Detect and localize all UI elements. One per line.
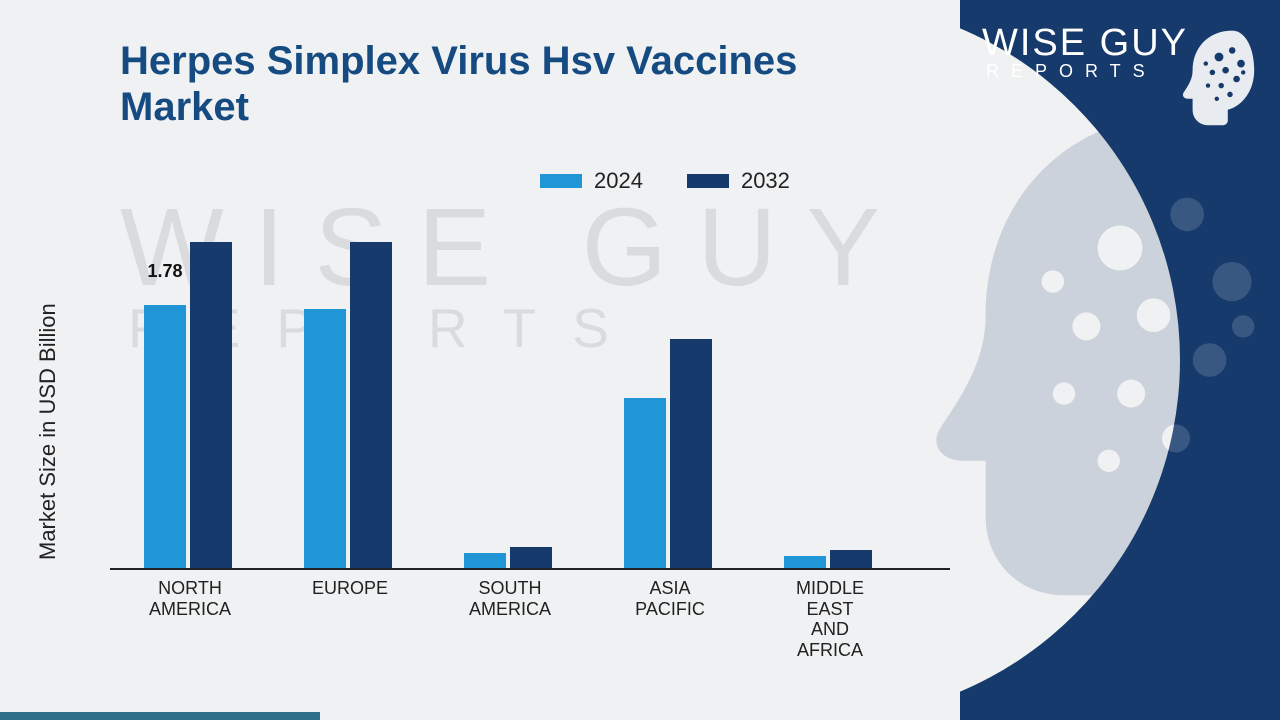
plot-area: NORTHAMERICAEUROPESOUTHAMERICAASIAPACIFI…	[110, 200, 950, 570]
bar	[190, 242, 232, 568]
bottom-accent-strip	[0, 712, 320, 720]
chart-panel: WISE GUY REPORTS Herpes Simplex Virus Hs…	[0, 0, 960, 720]
logo-head-icon	[1164, 14, 1274, 144]
legend-item-2024: 2024	[540, 168, 643, 194]
category-label: MIDDLEEASTANDAFRICA	[760, 578, 900, 661]
bar	[510, 547, 552, 568]
x-axis-baseline	[110, 568, 950, 570]
category-label: ASIAPACIFIC	[600, 578, 740, 619]
category-label: EUROPE	[280, 578, 420, 599]
legend-swatch-2024	[540, 174, 582, 188]
bar	[144, 305, 186, 568]
bar	[464, 553, 506, 568]
legend-item-2032: 2032	[687, 168, 790, 194]
bar-value-label: 1.78	[147, 261, 182, 282]
legend-swatch-2032	[687, 174, 729, 188]
category-label: NORTHAMERICA	[120, 578, 260, 619]
bar	[830, 550, 872, 568]
bar	[350, 242, 392, 568]
bar	[624, 398, 666, 568]
bar	[670, 339, 712, 568]
legend-label-2032: 2032	[741, 168, 790, 194]
legend: 2024 2032	[540, 168, 790, 194]
bar	[304, 309, 346, 568]
chart-stage: WISE GUY REPORTS WISE GUY REPORTS Herpes…	[0, 0, 1280, 720]
legend-label-2024: 2024	[594, 168, 643, 194]
category-label: SOUTHAMERICA	[440, 578, 580, 619]
y-axis-label: Market Size in USD Billion	[35, 303, 61, 560]
bar	[784, 556, 826, 568]
chart-title: Herpes Simplex Virus Hsv Vaccines Market	[120, 38, 860, 130]
